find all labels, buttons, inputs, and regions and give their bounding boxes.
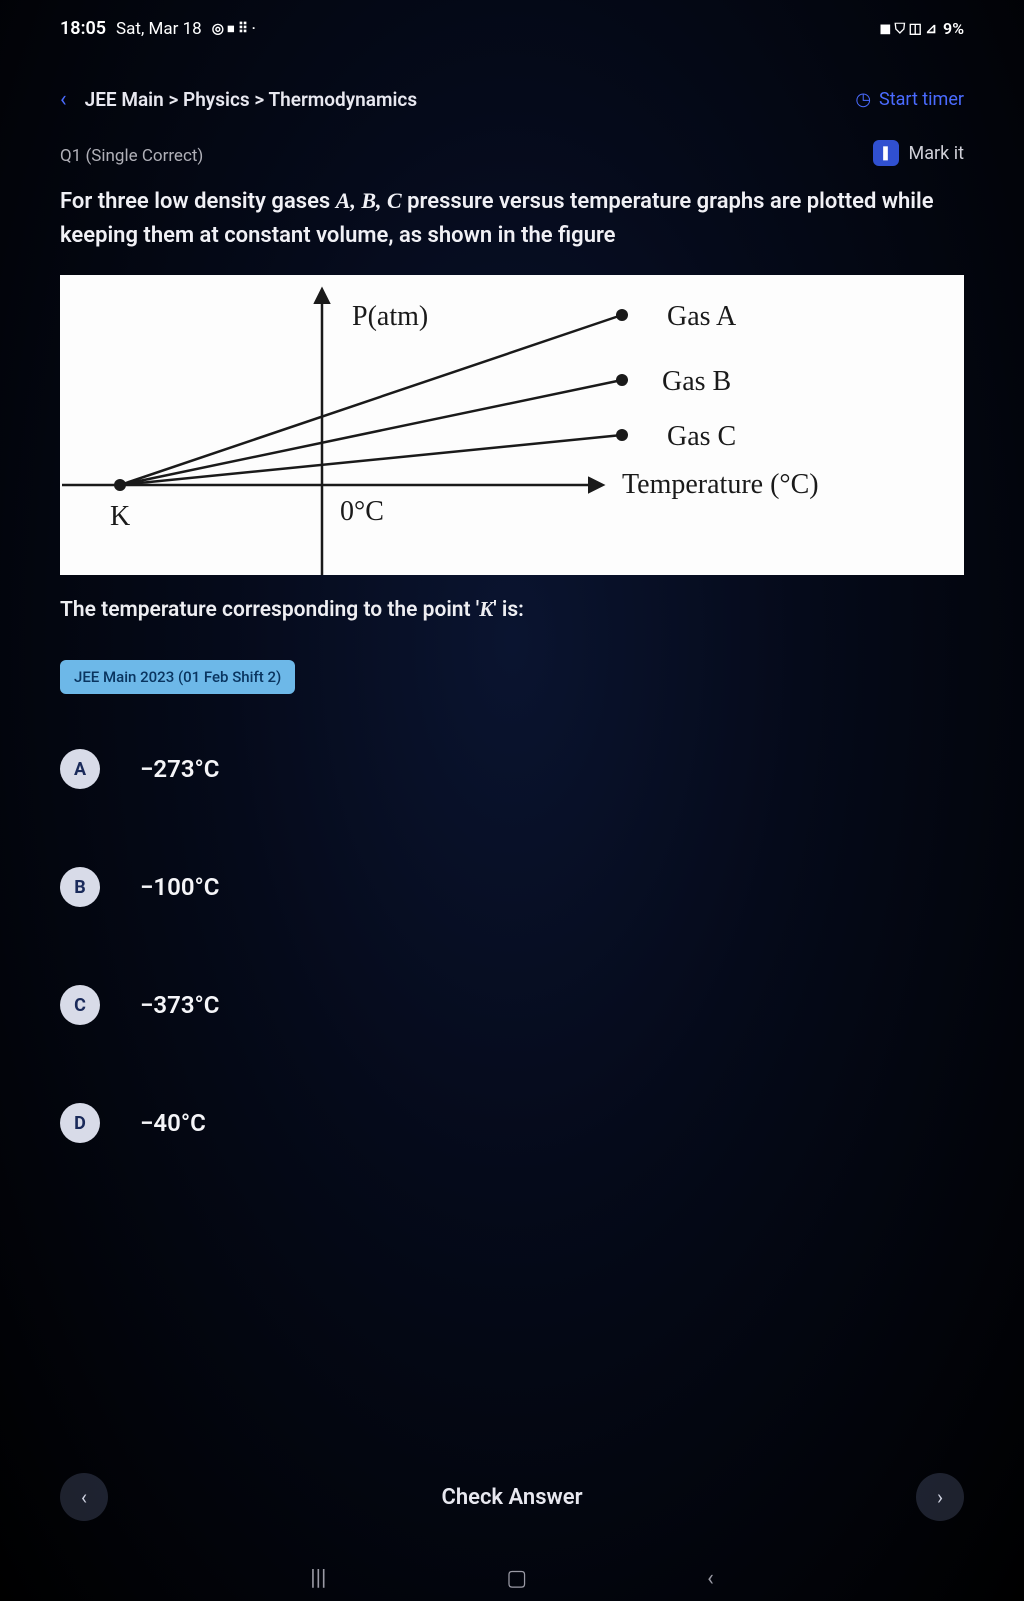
mark-it-checkbox[interactable]: ❚ <box>873 140 899 166</box>
option-text: −273°C <box>140 755 220 783</box>
timer-icon: ◷ <box>855 89 871 110</box>
follow-k: K <box>479 597 493 621</box>
follow-pre: The temperature corresponding to the poi… <box>60 598 479 622</box>
svg-text:Gas C: Gas C <box>667 421 736 452</box>
status-right-icons: ◼ ⛉ ◫ ⊿ <box>880 21 938 37</box>
next-question-button[interactable]: › <box>916 1473 964 1521</box>
option-text: −40°C <box>140 1109 206 1137</box>
option-c[interactable]: C −373°C <box>60 985 964 1025</box>
recent-apps-icon[interactable]: ||| <box>310 1566 326 1591</box>
question-gases: A, B, C <box>336 188 402 213</box>
status-time: 18:05 <box>60 18 106 39</box>
start-timer-label: Start timer <box>879 89 964 110</box>
option-d[interactable]: D −40°C <box>60 1103 964 1143</box>
prev-question-button[interactable]: ‹ <box>60 1473 108 1521</box>
option-b[interactable]: B −100°C <box>60 867 964 907</box>
option-bullet: B <box>60 867 100 907</box>
sys-back-icon[interactable]: ‹ <box>707 1566 714 1591</box>
status-date: Sat, Mar 18 <box>116 19 202 39</box>
question-text-pre: For three low density gases <box>60 189 336 214</box>
pressure-temperature-graph: Gas A Gas B Gas C K P(atm) Temperature (°C) 0°… <box>60 275 964 575</box>
svg-text:Gas B: Gas B <box>662 366 731 397</box>
svg-text:K: K <box>110 501 130 532</box>
home-icon[interactable]: ▢ <box>506 1566 527 1591</box>
question-text: For three low density gases A, B, C pres… <box>60 184 964 253</box>
system-nav-bar: ||| ▢ ‹ <box>0 1566 1024 1591</box>
question-number-label: Q1 (Single Correct) <box>60 146 964 166</box>
start-timer-button[interactable]: ◷ Start timer <box>855 89 964 110</box>
mark-it-label: Mark it <box>909 143 964 164</box>
back-icon[interactable]: ‹ <box>60 87 67 112</box>
status-bar: 18:05 Sat, Mar 18 ◎ ⏹ ⠿ · ◼ ⛉ ◫ ⊿ 9% <box>60 0 964 47</box>
breadcrumb[interactable]: ‹ JEE Main > Physics > Thermodynamics <box>60 87 417 112</box>
breadcrumb-text: JEE Main > Physics > Thermodynamics <box>85 88 418 111</box>
option-text: −373°C <box>140 991 220 1019</box>
svg-text:P(atm): P(atm) <box>352 301 428 332</box>
svg-text:Temperature (°C): Temperature (°C) <box>622 469 819 500</box>
follow-post: ' is: <box>493 598 524 622</box>
option-bullet: A <box>60 749 100 789</box>
check-answer-button[interactable]: Check Answer <box>441 1485 582 1510</box>
status-battery: 9% <box>943 19 964 38</box>
status-left-icons: ◎ ⏹ ⠿ · <box>212 21 256 37</box>
options-list: A −273°C B −100°C C −373°C D −40°C <box>60 749 964 1143</box>
option-bullet: C <box>60 985 100 1025</box>
option-bullet: D <box>60 1103 100 1143</box>
option-text: −100°C <box>140 873 220 901</box>
question-followup: The temperature corresponding to the poi… <box>60 597 964 622</box>
option-a[interactable]: A −273°C <box>60 749 964 789</box>
exam-tag: JEE Main 2023 (01 Feb Shift 2) <box>60 660 295 694</box>
svg-text:Gas A: Gas A <box>667 301 737 332</box>
svg-text:0°C: 0°C <box>340 496 384 527</box>
